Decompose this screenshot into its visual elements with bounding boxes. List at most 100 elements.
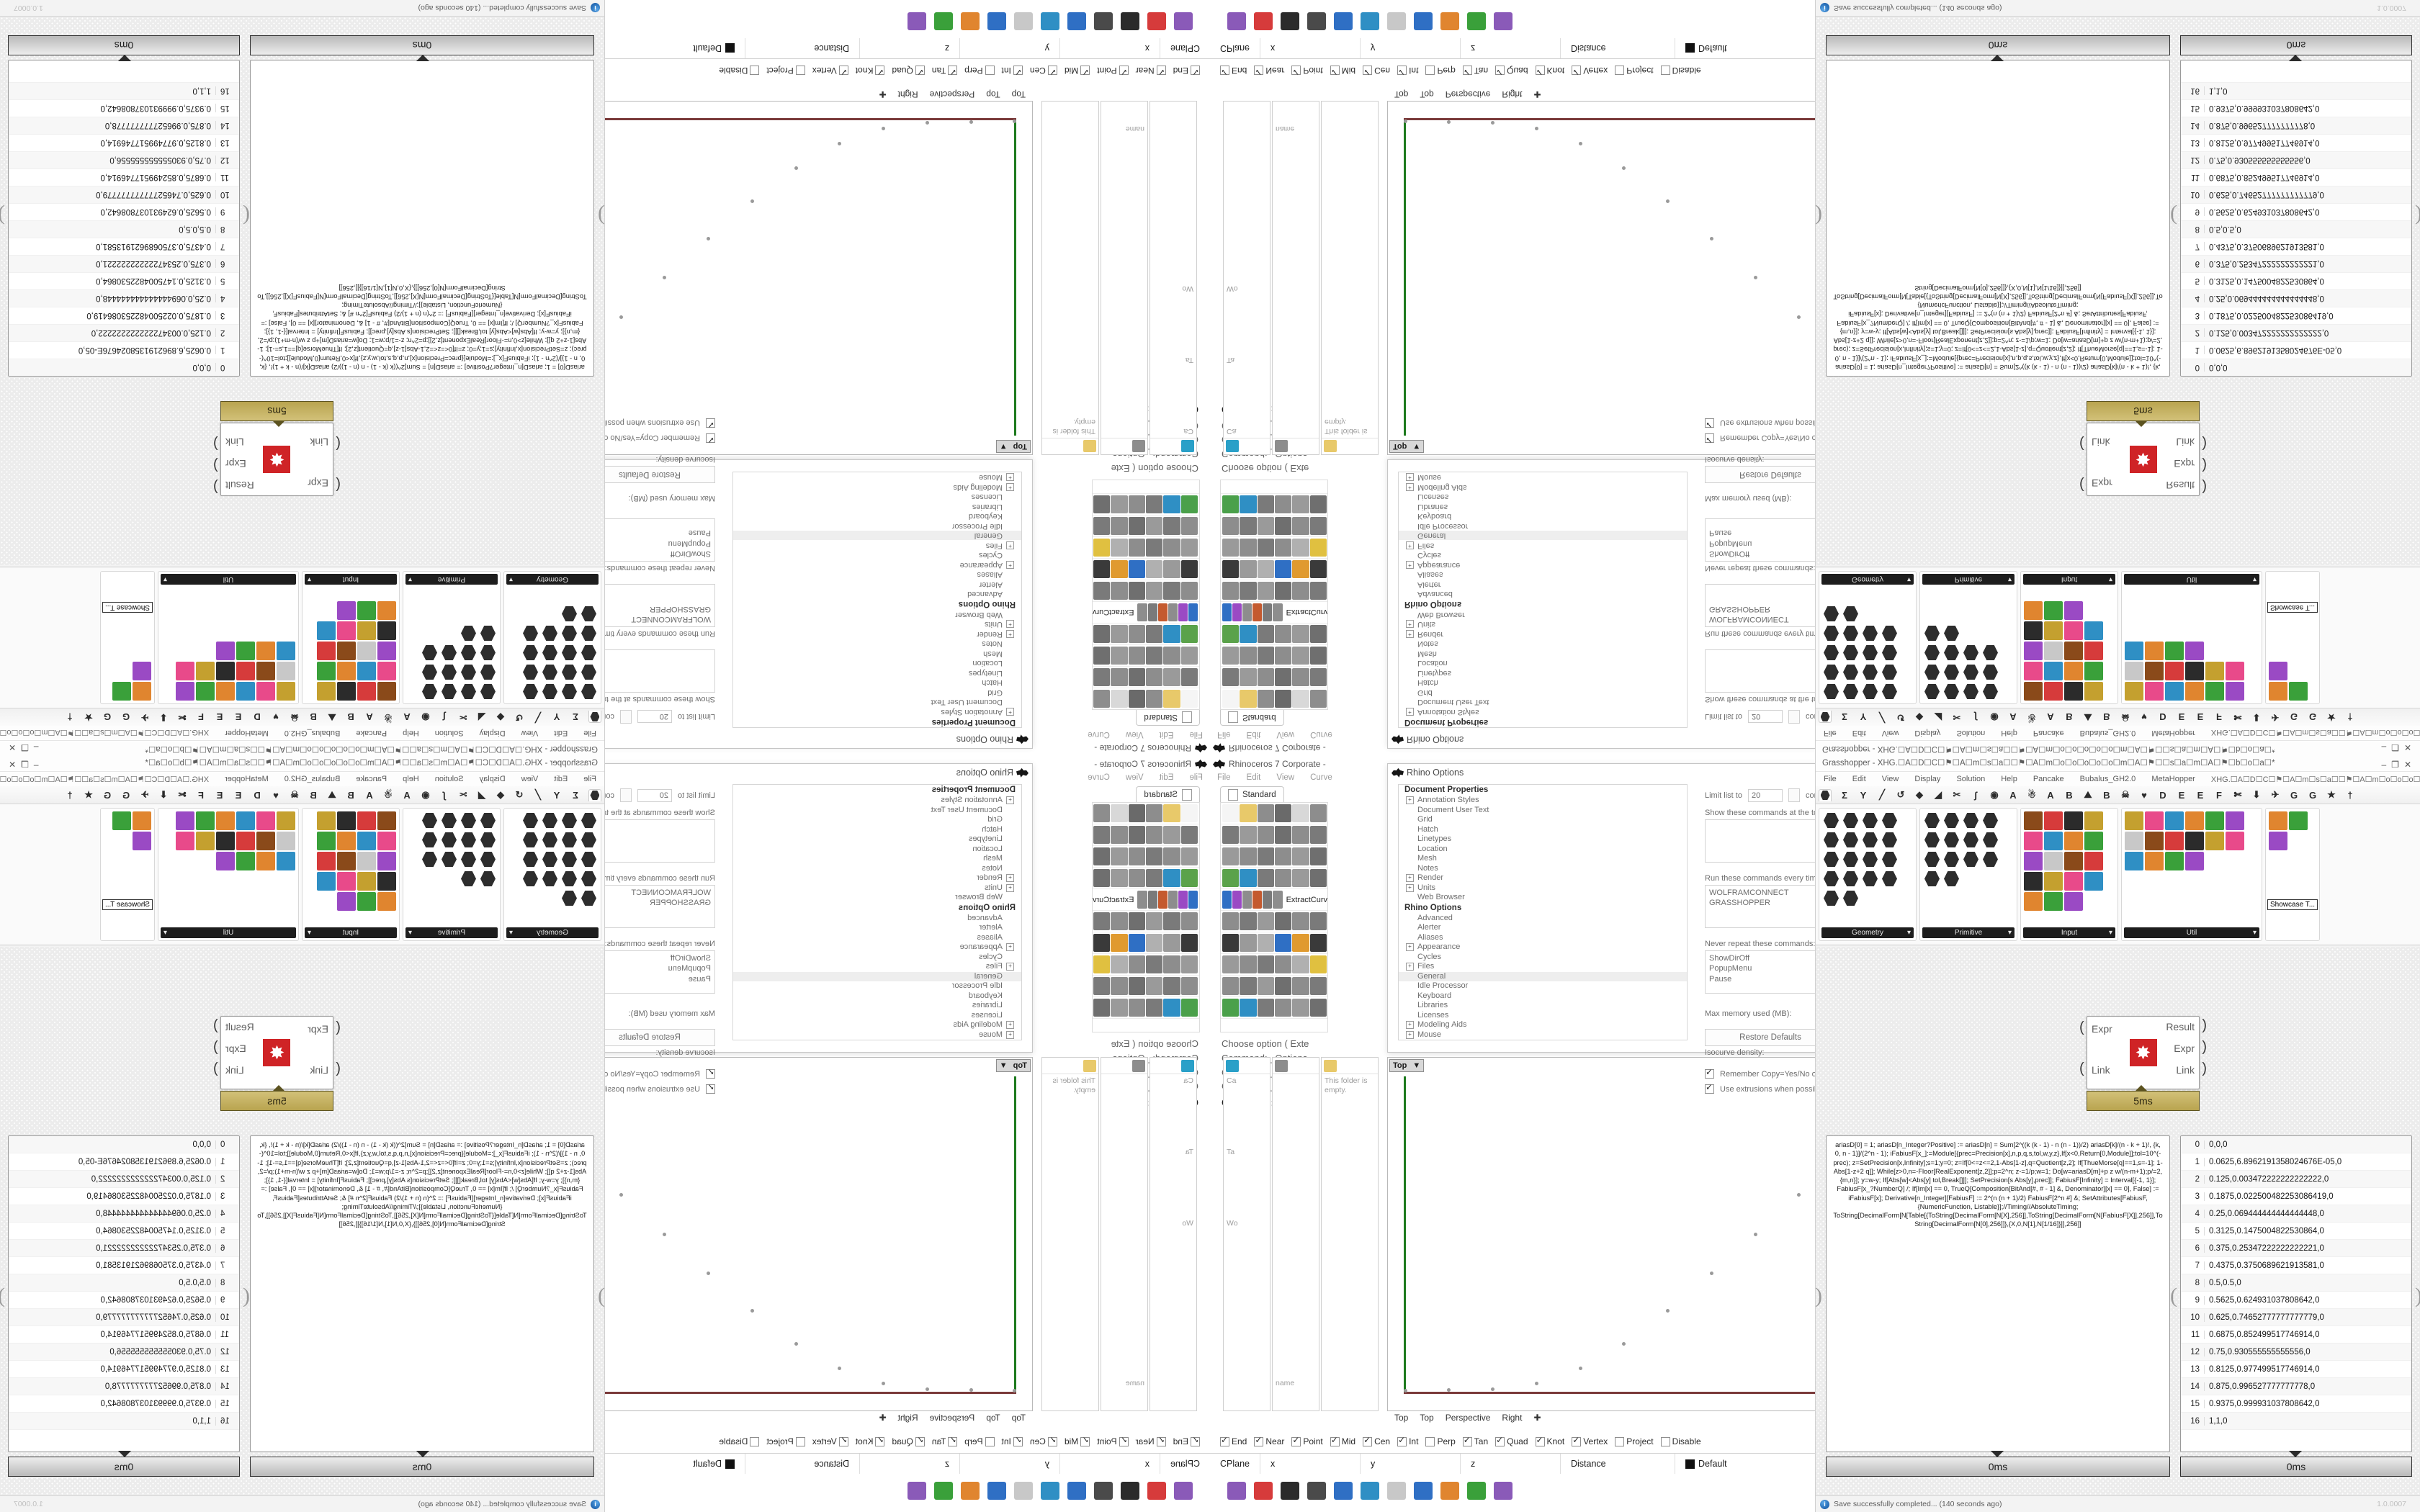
- gh-component-icon[interactable]: [216, 811, 235, 830]
- output-pin-link[interactable]: Link: [2176, 1064, 2195, 1076]
- component-timer-5ms[interactable]: 5ms: [2087, 401, 2200, 421]
- options-tree-node-render[interactable]: + Render: [1399, 873, 1687, 883]
- options-tree-node-mesh[interactable]: Mesh: [733, 854, 1021, 864]
- data-panel-row[interactable]: 3 0.1875,0.022500482253086419,0: [2181, 307, 2411, 324]
- gh-component-icon[interactable]: [2044, 852, 2063, 870]
- options-tree-node-location[interactable]: Location: [733, 658, 1021, 668]
- panel-header[interactable]: [1224, 438, 1270, 454]
- checkbox[interactable]: [1080, 66, 1090, 76]
- options-tree-node-licenses[interactable]: Licenses: [733, 1011, 1021, 1021]
- gh-group-input[interactable]: Input ▾: [302, 571, 400, 704]
- palette-icon[interactable]: [1174, 1481, 1193, 1500]
- gh-menu-help[interactable]: Help: [403, 729, 419, 737]
- osnap-item-mid[interactable]: Mid: [1330, 1435, 1355, 1446]
- osnap-item-near[interactable]: Near: [1136, 1436, 1166, 1446]
- rhino-panel-camera[interactable]: Ca Ta Wo: [1223, 1057, 1270, 1411]
- gh-component-icon[interactable]: [2165, 662, 2184, 680]
- wolfram-expression-component[interactable]: ✸ Expr Link Result Expr Link ( ( ) ) ): [213, 423, 341, 496]
- gh-menu-solution[interactable]: Solution: [1956, 729, 1986, 737]
- rhino-tool-button-icon[interactable]: [1257, 934, 1274, 952]
- restore-defaults-button[interactable]: Restore Defaults: [1705, 1029, 1836, 1046]
- status-layer[interactable]: Default: [594, 38, 745, 58]
- gh-tab-25[interactable]: G: [2290, 789, 2298, 801]
- gh-menu-metahopper[interactable]: MetaHopper: [2151, 729, 2195, 737]
- checkbox[interactable]: [750, 66, 760, 76]
- checkbox[interactable]: [1013, 66, 1023, 76]
- rhino-tool-button-icon[interactable]: [1146, 934, 1163, 952]
- data-panel-row[interactable]: 15 0.9375,0.999931037808642,0: [9, 99, 239, 117]
- gh-component-icon[interactable]: [317, 811, 336, 830]
- checkbox[interactable]: [1191, 1436, 1200, 1446]
- gh-component-icon[interactable]: [562, 665, 577, 680]
- gh-component-ribbon[interactable]: Geometry ▾ Primitive ▾ Input ▾ Util ▾ Showcase T…: [0, 567, 604, 708]
- camera-icon[interactable]: [1494, 12, 1512, 31]
- checkbox[interactable]: [948, 66, 958, 76]
- osnap-item-cen[interactable]: Cen: [1030, 66, 1057, 76]
- gh-component-icon[interactable]: [2044, 682, 2063, 701]
- rhino-tool-button-icon[interactable]: [1222, 560, 1240, 578]
- data-panel-row[interactable]: 14 0.875,0.996527777777778,0: [9, 1378, 239, 1395]
- rhino-tool-button-icon[interactable]: [1257, 517, 1274, 535]
- rhino-tool-button-icon[interactable]: [1128, 804, 1146, 822]
- gh-component-icon[interactable]: [442, 684, 457, 699]
- gh-component-icon[interactable]: [2226, 682, 2244, 701]
- osnap-item-cen[interactable]: Cen: [1363, 66, 1390, 76]
- gh-tab-10[interactable]: A: [403, 711, 411, 723]
- expand-icon[interactable]: +: [1406, 541, 1414, 549]
- options-tree-node-document-user-text[interactable]: Document User Text: [733, 697, 1021, 707]
- gh-component-icon[interactable]: [2125, 682, 2143, 701]
- gh-component-icon[interactable]: [2269, 662, 2287, 680]
- rhino-tool-button-icon[interactable]: [1146, 625, 1163, 643]
- remember-copy-checkbox[interactable]: [706, 1069, 715, 1079]
- viewport-menu-chevron-icon[interactable]: ▼: [999, 1061, 1008, 1070]
- spinner-arrows-icon[interactable]: [620, 710, 632, 724]
- gh-component-icon[interactable]: [2024, 811, 2043, 830]
- chevron-down-icon[interactable]: ▾: [509, 575, 514, 583]
- data-panel-row[interactable]: 0 0,0,0: [2181, 359, 2411, 376]
- gh-tab-13[interactable]: B: [2066, 711, 2073, 723]
- options-tree-node-general[interactable]: General: [1399, 531, 1687, 541]
- rhino-tool-button-icon[interactable]: [1240, 847, 1257, 865]
- options-tree-node-mesh[interactable]: Mesh: [733, 649, 1021, 658]
- shield-icon[interactable]: [1254, 12, 1273, 31]
- gh-component-icon[interactable]: [542, 684, 557, 699]
- gh-component-icon[interactable]: [1863, 871, 1878, 886]
- gh-tab-15[interactable]: B: [2103, 789, 2110, 801]
- osnap-item-perp[interactable]: Perp: [964, 66, 995, 76]
- viewport-tab-add-icon[interactable]: ✚: [1533, 1413, 1541, 1423]
- checkbox[interactable]: [1397, 1435, 1407, 1446]
- rhino-tool-button-icon[interactable]: [1274, 668, 1292, 686]
- folder-icon[interactable]: [1324, 440, 1337, 453]
- gh-component-icon[interactable]: [2185, 852, 2204, 870]
- gh-component-icon[interactable]: [176, 811, 194, 830]
- data-panel-row[interactable]: 5 0.3125,0.1475004822530864,0: [2181, 1223, 2411, 1240]
- rhino-tool-button-icon[interactable]: [1309, 625, 1327, 643]
- status-layer[interactable]: Default: [1675, 1454, 1826, 1474]
- gh-component-icon[interactable]: [523, 813, 538, 828]
- rhino-tool-row[interactable]: [1221, 911, 1327, 932]
- gh-category-tabs[interactable]: Σ Υ ╱ ↺ ◆ ◢ ✂ ʃ ◉ A ☃ A B ⛰ B ☠ ♥ D E E F ✄ ⬇ ✈ G G ★ †: [0, 708, 604, 726]
- rhino-tool-button-icon[interactable]: [1180, 999, 1198, 1017]
- rhino-tool-button-icon[interactable]: [1240, 912, 1257, 930]
- gh-tab-26[interactable]: G: [2308, 789, 2317, 801]
- rhino-tool-button-icon[interactable]: [1146, 826, 1163, 844]
- gh-component-icon[interactable]: [277, 852, 295, 870]
- gh-group-geometry[interactable]: Geometry ▾: [1819, 808, 1917, 941]
- gh-component-icon[interactable]: [542, 665, 557, 680]
- gh-tab-4[interactable]: ↺: [1896, 712, 1905, 723]
- rhino-tool-row[interactable]: [1093, 803, 1199, 824]
- gh-tab-17[interactable]: ♥: [273, 711, 279, 723]
- gh-component-icon[interactable]: [2269, 682, 2287, 701]
- gh-component-icon[interactable]: [461, 852, 476, 867]
- rhino-tool-button-icon[interactable]: [1146, 690, 1163, 708]
- gh-menu-bubalus[interactable]: Bubalus_GH2.0: [2079, 775, 2136, 783]
- gh-tab-24[interactable]: ✈: [2271, 789, 2280, 800]
- shield-icon[interactable]: [1147, 12, 1166, 31]
- rhino-menubar[interactable]: File Edit View Curve: [1088, 730, 1203, 739]
- expand-icon[interactable]: +: [1406, 874, 1414, 882]
- gh-component-icon[interactable]: [1963, 813, 1978, 828]
- viewport-menu-chevron-icon[interactable]: ▼: [1412, 442, 1421, 451]
- expand-icon[interactable]: +: [1006, 541, 1014, 549]
- gh-component-icon[interactable]: [2226, 662, 2244, 680]
- osnap-item-end[interactable]: End: [1173, 1436, 1200, 1446]
